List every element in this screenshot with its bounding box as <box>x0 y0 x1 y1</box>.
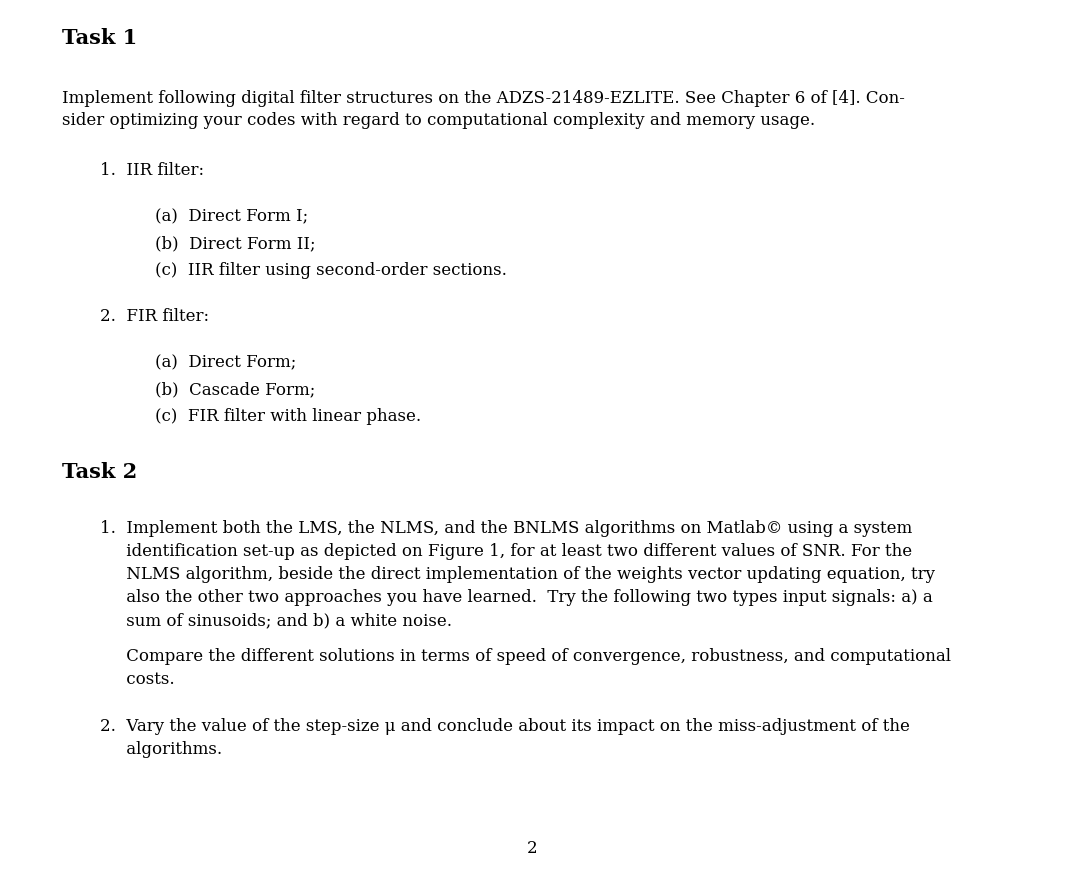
Text: 1.  IIR filter:: 1. IIR filter: <box>100 162 204 179</box>
Text: costs.: costs. <box>100 671 175 688</box>
Text: 1.  Implement both the LMS, the NLMS, and the BNLMS algorithms on Matlab© using : 1. Implement both the LMS, the NLMS, and… <box>100 520 913 537</box>
Text: sum of sinusoids; and b) a white noise.: sum of sinusoids; and b) a white noise. <box>100 612 452 629</box>
Text: (c)  IIR filter using second-order sections.: (c) IIR filter using second-order sectio… <box>155 262 507 279</box>
Text: NLMS algorithm, beside the direct implementation of the weights vector updating : NLMS algorithm, beside the direct implem… <box>100 566 935 583</box>
Text: Compare the different solutions in terms of speed of convergence, robustness, an: Compare the different solutions in terms… <box>100 648 951 665</box>
Text: Task 1: Task 1 <box>62 28 137 48</box>
Text: algorithms.: algorithms. <box>100 741 223 758</box>
Text: 2: 2 <box>527 841 538 857</box>
Text: sider optimizing your codes with regard to computational complexity and memory u: sider optimizing your codes with regard … <box>62 112 815 129</box>
Text: (b)  Direct Form II;: (b) Direct Form II; <box>155 235 315 252</box>
Text: identification set-up as depicted on Figure 1, for at least two different values: identification set-up as depicted on Fig… <box>100 543 912 560</box>
Text: (b)  Cascade Form;: (b) Cascade Form; <box>155 381 315 398</box>
Text: (a)  Direct Form;: (a) Direct Form; <box>155 354 296 371</box>
Text: (a)  Direct Form I;: (a) Direct Form I; <box>155 208 308 225</box>
Text: 2.  FIR filter:: 2. FIR filter: <box>100 308 209 325</box>
Text: Implement following digital filter structures on the ADZS-21489-EZLITE. See Chap: Implement following digital filter struc… <box>62 90 905 107</box>
Text: 2.  Vary the value of the step-size μ and conclude about its impact on the miss-: 2. Vary the value of the step-size μ and… <box>100 718 910 735</box>
Text: (c)  FIR filter with linear phase.: (c) FIR filter with linear phase. <box>155 408 421 425</box>
Text: Task 2: Task 2 <box>62 462 137 482</box>
Text: also the other two approaches you have learned.  Try the following two types inp: also the other two approaches you have l… <box>100 589 933 606</box>
